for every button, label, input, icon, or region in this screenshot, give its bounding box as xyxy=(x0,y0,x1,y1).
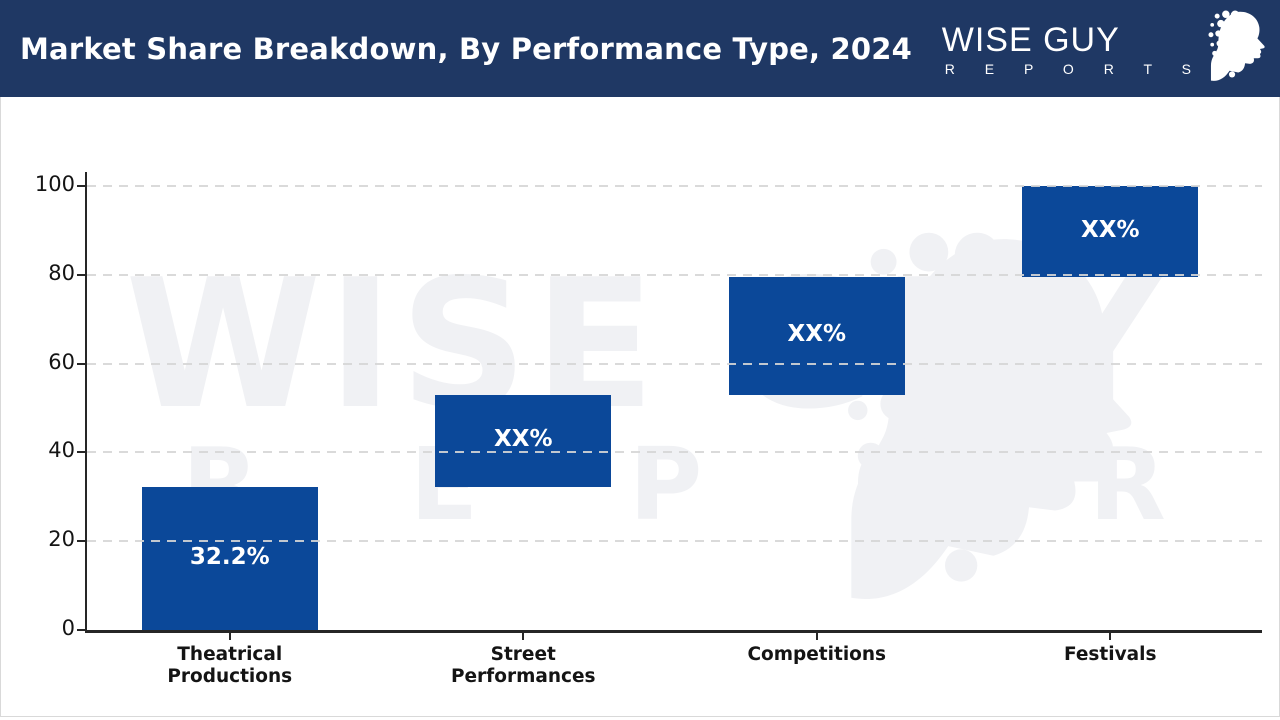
x-category-label: Festivals xyxy=(980,644,1240,666)
y-axis-spine xyxy=(85,172,87,633)
bar-value-label: XX% xyxy=(787,320,846,347)
x-category-label-line: Performances xyxy=(450,666,596,687)
bar-segment xyxy=(1022,186,1199,278)
y-tick-label: 60 xyxy=(48,349,75,374)
x-tick-mark xyxy=(815,633,818,640)
brand-subtitle: R E P O R T S xyxy=(944,60,1204,77)
bar-value-label: XX% xyxy=(1080,216,1140,243)
x-axis-spine xyxy=(85,630,1262,633)
watermark-head-icon xyxy=(838,232,1132,599)
x-category-label-line: Street xyxy=(490,644,556,665)
x-tick-mark xyxy=(1109,633,1112,640)
x-tick-mark xyxy=(228,633,231,640)
brand-logo-text: WISE GUY R E P O R T S xyxy=(942,22,1204,77)
bar-value-label: 32.2% xyxy=(189,543,270,570)
grid-line xyxy=(87,185,1262,187)
bar-segment xyxy=(728,277,905,395)
y-tick-mark xyxy=(77,540,85,543)
y-tick-mark xyxy=(77,629,85,631)
y-tick-label: 100 xyxy=(34,172,75,196)
bar-value-label: XX% xyxy=(493,425,553,452)
bar-segment xyxy=(435,394,612,488)
y-tick-mark xyxy=(77,451,85,454)
plot-canvas: 0 20 40 60 80 100 32.2% Theatrical Productions XX… xyxy=(0,97,1280,720)
brand-name: WISE GUY xyxy=(941,20,1120,59)
y-tick-label: 20 xyxy=(48,527,75,552)
y-tick-mark xyxy=(77,273,85,276)
x-category-label-line: Theatrical xyxy=(177,644,283,665)
grid-line xyxy=(87,540,1262,543)
brand-logo: WISE GUY R E P O R T S xyxy=(942,5,1268,93)
x-category-label-line: Productions xyxy=(167,666,293,687)
y-tick-mark xyxy=(77,362,85,365)
page-title: Market Share Breakdown, By Performance T… xyxy=(20,31,913,66)
grid-line xyxy=(87,362,1262,365)
grid-line xyxy=(87,451,1262,454)
bar-segment xyxy=(141,487,318,630)
x-tick-mark xyxy=(522,633,525,640)
dotted-head-icon xyxy=(1208,10,1265,81)
chart-area: WISE GUY R E P O R T S 02040608010032.2%… xyxy=(0,97,1280,720)
x-category-label-line: Competitions xyxy=(747,644,887,665)
y-tick-label: 0 xyxy=(61,616,75,640)
x-category-label: Competitions xyxy=(687,644,947,666)
header-bar: Market Share Breakdown, By Performance T… xyxy=(0,0,1280,97)
x-category-label: Theatrical Productions xyxy=(100,644,360,688)
x-category-label: Street Performances xyxy=(393,644,653,688)
y-tick-label: 80 xyxy=(48,260,75,285)
grid-line xyxy=(87,273,1262,276)
y-tick-label: 40 xyxy=(48,438,75,463)
y-tick-mark xyxy=(77,185,85,187)
x-category-label-line: Festivals xyxy=(1063,644,1157,665)
